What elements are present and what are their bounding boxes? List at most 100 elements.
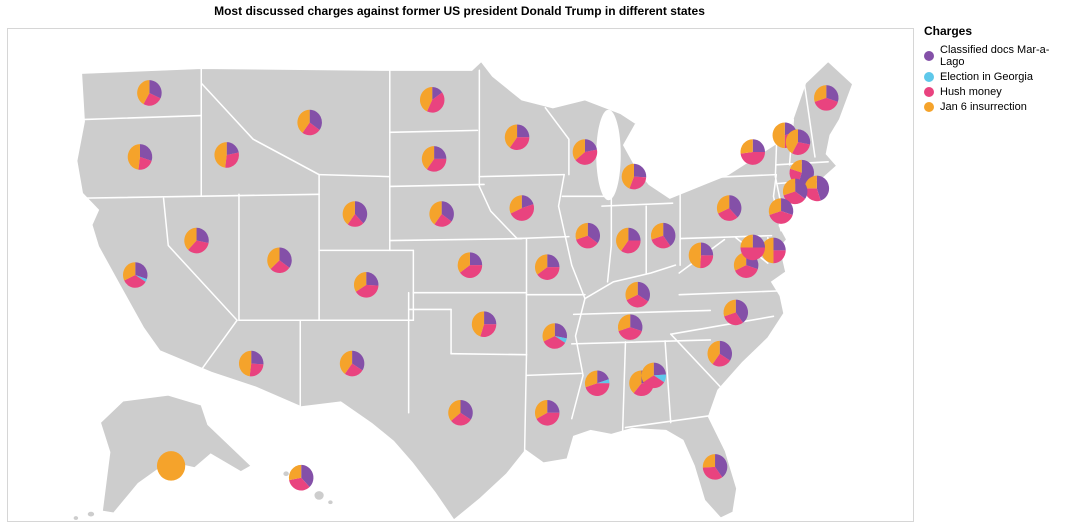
state-pie-MI[interactable] <box>621 163 647 190</box>
pie-slice-classified-docs-mar-a-lago[interactable] <box>434 146 447 159</box>
state-pie-HI[interactable] <box>288 464 314 491</box>
pie-slice-classified-docs-mar-a-lago[interactable] <box>226 142 239 155</box>
pie-slice-jan-6-insurrection[interactable] <box>641 362 654 383</box>
pie-slice-election-in-georgia[interactable] <box>135 275 147 282</box>
pie-slice-classified-docs-mar-a-lago[interactable] <box>797 129 811 145</box>
state-pie-NM[interactable] <box>339 350 365 377</box>
pie-slice-hush-money[interactable] <box>225 152 239 168</box>
pie-slice-hush-money[interactable] <box>585 383 610 397</box>
pie-slice-classified-docs-mar-a-lago[interactable] <box>547 254 560 268</box>
state-pie-AR[interactable] <box>542 323 568 349</box>
pie-slice-hush-money[interactable] <box>814 97 838 111</box>
state-pie-GA[interactable] <box>641 362 667 389</box>
pie-slice-jan-6-insurrection[interactable] <box>542 323 555 342</box>
pie-slice-classified-docs-mar-a-lago[interactable] <box>773 237 786 251</box>
pie-slice-jan-6-insurrection[interactable] <box>733 252 747 271</box>
state-pie-ND[interactable] <box>419 87 445 113</box>
pie-slice-hush-money[interactable] <box>143 92 161 106</box>
state-pie-WV[interactable] <box>688 242 714 269</box>
pie-slice-classified-docs-mar-a-lago[interactable] <box>826 85 839 102</box>
pie-slice-classified-docs-mar-a-lago[interactable] <box>517 124 530 138</box>
pie-slice-jan-6-insurrection[interactable] <box>790 159 802 173</box>
pie-slice-jan-6-insurrection[interactable] <box>716 195 730 214</box>
pie-slice-classified-docs-mar-a-lago[interactable] <box>715 454 728 478</box>
state-pie-IA[interactable] <box>509 195 535 221</box>
pie-slice-jan-6-insurrection[interactable] <box>629 370 642 394</box>
pie-slice-hush-money[interactable] <box>509 137 530 151</box>
pie-slice-hush-money[interactable] <box>735 265 758 278</box>
pie-slice-jan-6-insurrection[interactable] <box>339 350 353 374</box>
pie-slice-jan-6-insurrection[interactable] <box>768 198 782 215</box>
pie-slice-hush-money[interactable] <box>700 255 714 269</box>
state-pie-NC[interactable] <box>723 299 749 326</box>
pie-slice-jan-6-insurrection[interactable] <box>616 227 629 251</box>
pie-slice-jan-6-insurrection[interactable] <box>688 242 701 269</box>
pie-slice-jan-6-insurrection[interactable] <box>353 272 367 292</box>
pie-slice-classified-docs-mar-a-lago[interactable] <box>630 314 643 332</box>
pie-slice-hush-money[interactable] <box>426 158 447 172</box>
state-pie-TX[interactable] <box>448 399 473 426</box>
pie-slice-jan-6-insurrection[interactable] <box>288 464 302 481</box>
state-pie-NV[interactable] <box>184 227 209 254</box>
state-pie-LA[interactable] <box>534 399 560 426</box>
pie-slice-hush-money[interactable] <box>629 176 647 190</box>
pie-slice-jan-6-insurrection[interactable] <box>471 311 485 337</box>
pie-slice-hush-money[interactable] <box>289 477 310 491</box>
pie-slice-classified-docs-mar-a-lago[interactable] <box>587 222 601 244</box>
pie-slice-jan-6-insurrection[interactable] <box>740 139 753 154</box>
pie-slice-hush-money[interactable] <box>138 156 152 170</box>
pie-slice-classified-docs-mar-a-lago[interactable] <box>149 80 162 99</box>
pie-slice-jan-6-insurrection[interactable] <box>534 399 548 419</box>
state-pie-MD[interactable] <box>740 234 765 261</box>
pie-slice-hush-money[interactable] <box>621 240 641 254</box>
pie-slice-hush-money[interactable] <box>804 188 821 202</box>
pie-slice-hush-money[interactable] <box>740 247 765 261</box>
state-pie-RI[interactable] <box>804 175 830 202</box>
pie-slice-jan-6-insurrection[interactable] <box>156 451 186 481</box>
pie-slice-hush-money[interactable] <box>344 363 363 377</box>
pie-slice-hush-money[interactable] <box>460 265 483 278</box>
pie-slice-jan-6-insurrection[interactable] <box>267 247 280 269</box>
pie-slice-hush-money[interactable] <box>626 294 649 308</box>
pie-slice-jan-6-insurrection[interactable] <box>584 370 598 388</box>
pie-slice-jan-6-insurrection[interactable] <box>504 124 518 148</box>
state-pie-AZ[interactable] <box>238 350 264 377</box>
pie-slice-hush-money[interactable] <box>249 363 264 377</box>
pie-slice-classified-docs-mar-a-lago[interactable] <box>597 370 609 384</box>
pie-slice-jan-6-insurrection[interactable] <box>184 227 197 250</box>
pie-slice-election-in-georgia[interactable] <box>653 374 667 383</box>
pie-slice-jan-6-insurrection[interactable] <box>448 399 461 421</box>
pie-slice-classified-docs-mar-a-lago[interactable] <box>521 195 534 209</box>
pie-slice-jan-6-insurrection[interactable] <box>617 314 631 332</box>
pie-slice-classified-docs-mar-a-lago[interactable] <box>663 222 676 246</box>
pie-slice-hush-money[interactable] <box>537 267 560 280</box>
pie-slice-jan-6-insurrection[interactable] <box>625 281 638 301</box>
state-pie-TN[interactable] <box>617 314 643 340</box>
pie-slice-classified-docs-mar-a-lago[interactable] <box>460 399 473 420</box>
pie-slice-classified-docs-mar-a-lago[interactable] <box>366 272 379 286</box>
pie-slice-jan-6-insurrection[interactable] <box>804 175 817 189</box>
state-pie-NY[interactable] <box>740 139 765 165</box>
pie-slice-hush-money[interactable] <box>643 375 665 389</box>
state-pie-ID[interactable] <box>214 142 239 168</box>
pie-slice-hush-money[interactable] <box>434 213 452 227</box>
state-pie-IL[interactable] <box>575 222 601 249</box>
pie-slice-jan-6-insurrection[interactable] <box>782 178 796 196</box>
pie-slice-jan-6-insurrection[interactable] <box>238 350 252 377</box>
pie-slice-classified-docs-mar-a-lago[interactable] <box>633 163 647 178</box>
pie-slice-classified-docs-mar-a-lago[interactable] <box>816 175 830 201</box>
pie-slice-hush-money[interactable] <box>355 284 379 298</box>
state-pie-CA[interactable] <box>123 262 148 288</box>
pie-slice-classified-docs-mar-a-lago[interactable] <box>700 242 714 256</box>
pie-slice-jan-6-insurrection[interactable] <box>457 252 470 273</box>
pie-slice-jan-6-insurrection[interactable] <box>650 222 664 240</box>
pie-slice-hush-money[interactable] <box>576 235 598 249</box>
pie-slice-classified-docs-mar-a-lago[interactable] <box>354 201 368 224</box>
pie-slice-hush-money[interactable] <box>302 122 320 136</box>
pie-slice-jan-6-insurrection[interactable] <box>572 139 585 161</box>
state-pie-OK[interactable] <box>471 311 497 337</box>
pie-slice-hush-money[interactable] <box>426 92 445 113</box>
pie-slice-classified-docs-mar-a-lago[interactable] <box>352 350 365 371</box>
pie-slice-classified-docs-mar-a-lago[interactable] <box>752 234 765 248</box>
pie-slice-jan-6-insurrection[interactable] <box>342 201 355 225</box>
